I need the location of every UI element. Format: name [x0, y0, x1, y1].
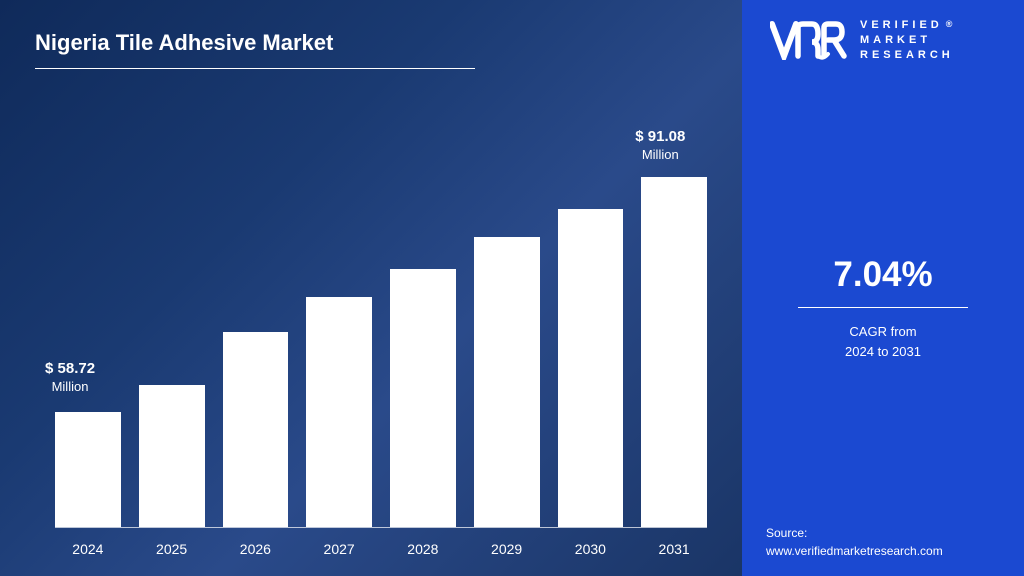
year-label: 2028: [407, 541, 438, 557]
bar-2024: $ 58.72 Million 2024: [55, 412, 121, 527]
bar: [474, 237, 540, 527]
bars-container: $ 58.72 Million 2024 2025 2026 2027 2028…: [55, 148, 707, 528]
side-panel: VERIFIED® MARKET RESEARCH 7.04% CAGR fro…: [742, 0, 1024, 576]
bar: [390, 269, 456, 527]
cagr-label: CAGR from 2024 to 2031: [742, 322, 1024, 361]
vmr-logo-icon: [770, 20, 852, 60]
bar-2027: 2027: [306, 297, 372, 527]
source-label: Source:: [766, 526, 807, 540]
bar: [306, 297, 372, 527]
chart-panel: Nigeria Tile Adhesive Market $ 58.72 Mil…: [0, 0, 742, 576]
source-url: www.verifiedmarketresearch.com: [766, 544, 943, 558]
year-label: 2025: [156, 541, 187, 557]
year-label: 2024: [72, 541, 103, 557]
source-block: Source: www.verifiedmarketresearch.com: [766, 524, 943, 560]
bar: [641, 177, 707, 527]
year-label: 2027: [324, 541, 355, 557]
bar: [223, 332, 289, 527]
cagr-block: 7.04% CAGR from 2024 to 2031: [742, 255, 1024, 361]
bar-2031: $ 91.08 Million 2031: [641, 177, 707, 527]
bar-2029: 2029: [474, 237, 540, 527]
bar-2028: 2028: [390, 269, 456, 527]
year-label: 2031: [659, 541, 690, 557]
bar-2030: 2030: [558, 209, 624, 527]
cagr-value: 7.04%: [742, 255, 1024, 307]
year-label: 2029: [491, 541, 522, 557]
year-label: 2026: [240, 541, 271, 557]
bar: [558, 209, 624, 527]
bar: [55, 412, 121, 527]
logo-block: VERIFIED® MARKET RESEARCH: [770, 18, 1004, 63]
year-label: 2030: [575, 541, 606, 557]
cagr-divider: [798, 307, 968, 308]
value-label-last: $ 91.08 Million: [635, 128, 685, 166]
bar-2025: 2025: [139, 385, 205, 527]
value-label-first: $ 58.72 Million: [45, 360, 95, 398]
bar-2026: 2026: [223, 332, 289, 527]
logo-text: VERIFIED® MARKET RESEARCH: [860, 18, 954, 63]
bar: [139, 385, 205, 527]
chart-title: Nigeria Tile Adhesive Market: [35, 30, 475, 69]
